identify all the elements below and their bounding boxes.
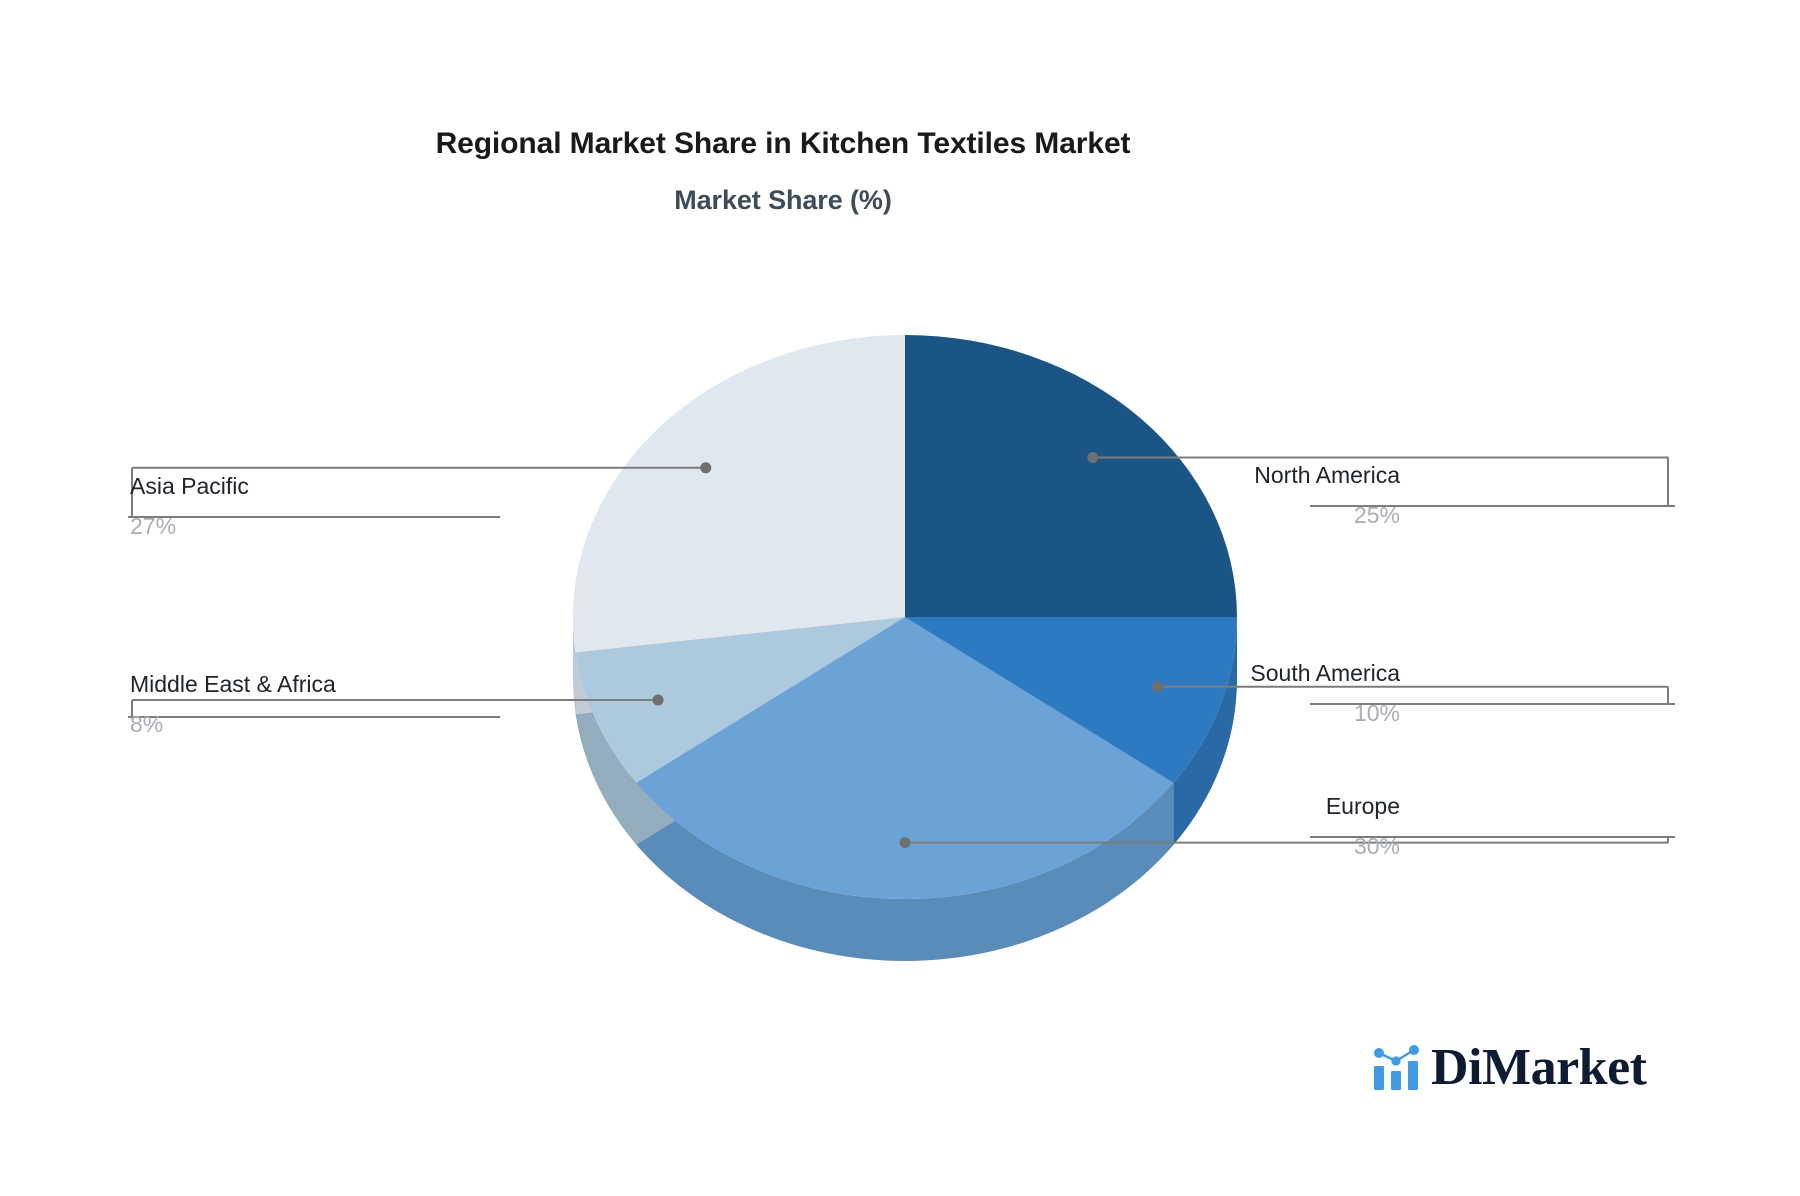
pie-slice-south-america[interactable]: [905, 617, 1237, 783]
callout-value-north-america: 25%: [1353, 502, 1400, 529]
callout-europe: Europe 30%: [1326, 794, 1400, 858]
pie-slice-side-asia-pacific: [573, 617, 576, 715]
pie-geometry: [573, 335, 1237, 961]
leader-europe: [899, 837, 1669, 849]
callout-north-america: North America 25%: [1254, 463, 1400, 527]
leader-lines-group: [128, 451, 1675, 849]
callout-label-south-america: South America: [1250, 660, 1400, 686]
leader-dot: [700, 462, 712, 474]
chart-subtitle: Market Share (%): [674, 185, 892, 215]
page-title: Regional Market Share in Kitchen Textile…: [435, 127, 1131, 160]
callout-label-asia-pacific: Asia Pacific: [130, 473, 249, 499]
pie-slice-asia-pacific[interactable]: [573, 335, 905, 653]
callout-label-north-america: North America: [1254, 462, 1400, 488]
leader-dot: [1152, 681, 1164, 693]
callout-value-middle-east-africa: 8%: [130, 711, 164, 738]
callout-asia-pacific: Asia Pacific 27%: [130, 474, 249, 538]
pie-slice-side-europe: [636, 782, 1174, 961]
callout-middle-east-africa: Middle East & Africa 8%: [130, 672, 336, 736]
callout-value-south-america: 10%: [1353, 700, 1400, 727]
callout-label-europe: Europe: [1325, 793, 1400, 819]
callout-south-america: South America 10%: [1250, 661, 1400, 725]
leader-middle-east-africa: [131, 694, 664, 717]
leader-dot: [652, 694, 664, 706]
leader-asia-pacific: [131, 462, 712, 517]
callout-value-asia-pacific: 27%: [130, 513, 177, 540]
pie-slice-europe[interactable]: [636, 617, 1174, 899]
leader-dot: [1087, 451, 1099, 463]
dimarket-logo: DiMarket: [1372, 1039, 1647, 1096]
pie-slice-middle-east-africa[interactable]: [575, 617, 905, 783]
logo-wordmark: DiMarket: [1431, 1039, 1647, 1096]
leader-dot: [899, 837, 911, 849]
pie-slice-side-middle-east-africa: [575, 652, 637, 845]
title-block: Regional Market Share in Kitchen Textile…: [0, 126, 1566, 216]
bar-chart-logo-icon: [1374, 1045, 1419, 1090]
callout-label-middle-east-africa: Middle East & Africa: [130, 671, 336, 697]
leader-south-america: [1152, 681, 1669, 704]
callout-value-europe: 30%: [1353, 833, 1400, 860]
pie-slice-north-america[interactable]: [905, 335, 1237, 617]
pie-slice-side-south-america: [1173, 617, 1237, 845]
leader-north-america: [1087, 451, 1669, 506]
